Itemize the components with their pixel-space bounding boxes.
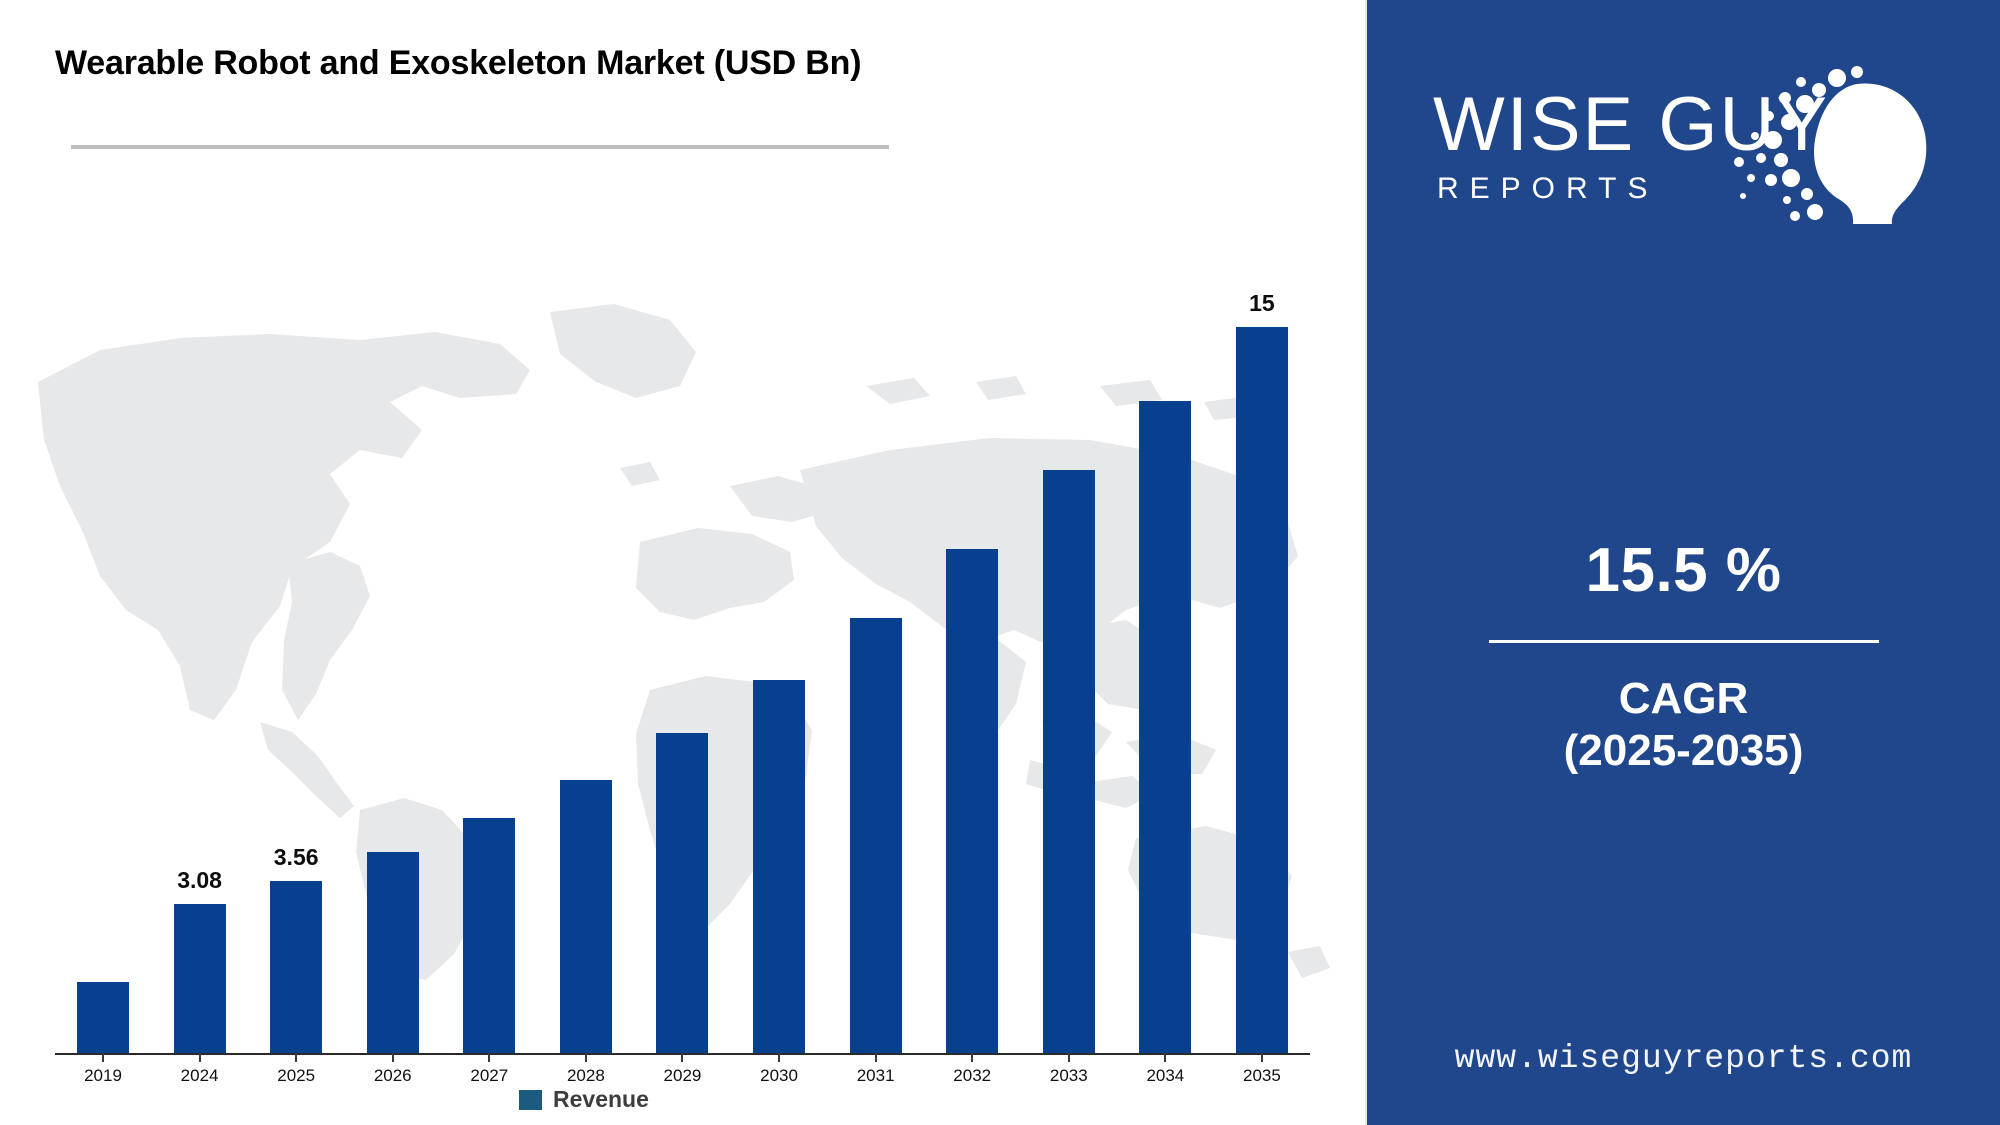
x-axis-tick (634, 1053, 730, 1063)
cagr-label-line2: (2025-2035) (1563, 725, 1804, 775)
x-axis-label: 2019 (84, 1066, 122, 1085)
brand-sidebar: WISE GUY REPORTS (1367, 0, 2000, 1125)
website-url[interactable]: www.wiseguyreports.com (1454, 1040, 1913, 1077)
bar-slot (828, 200, 924, 1053)
bar[interactable] (753, 680, 806, 1053)
x-axis-tick (538, 1053, 634, 1063)
bar-slot (1117, 200, 1213, 1053)
x-axis-ticks (55, 1053, 1310, 1063)
x-axis-tick (55, 1053, 151, 1063)
bar[interactable] (1235, 327, 1288, 1053)
bar[interactable] (366, 852, 419, 1053)
x-axis-tick (1214, 1053, 1310, 1063)
bar[interactable] (270, 881, 323, 1053)
x-axis-labels: 2019 2024 2025 2026 2027 2028 2029 2030 2031 2032… (55, 1066, 1310, 1086)
x-axis-label: 2025 (277, 1066, 316, 1085)
bar-slot (441, 200, 537, 1053)
bar-slot: 3.08 (152, 200, 248, 1053)
bar-slot (1021, 200, 1117, 1053)
bar-slot (731, 200, 827, 1053)
x-axis-label: 2027 (470, 1066, 509, 1085)
bar[interactable] (559, 780, 612, 1053)
chart-legend: Revenue (519, 1086, 649, 1113)
bar-slot: 3.56 (248, 200, 344, 1053)
bar-value-label: 3.56 (273, 844, 319, 870)
bar[interactable] (849, 618, 902, 1053)
bar[interactable] (1042, 470, 1095, 1053)
bar-slot (924, 200, 1020, 1053)
bar-slot: 15 (1214, 200, 1310, 1053)
title-divider (71, 145, 889, 149)
bar[interactable] (946, 549, 999, 1053)
bar-slot (55, 200, 151, 1053)
x-axis-tick (1117, 1053, 1213, 1063)
x-axis-tick (828, 1053, 924, 1063)
bar-slot (634, 200, 730, 1053)
x-axis-tick (1021, 1053, 1117, 1063)
x-axis-tick (731, 1053, 827, 1063)
x-axis-label: 2034 (1146, 1066, 1185, 1085)
x-axis-tick (152, 1053, 248, 1063)
svg-text:WISE GUY: WISE GUY (1433, 82, 1829, 167)
x-axis-tick (345, 1053, 441, 1063)
x-axis-tick (441, 1053, 537, 1063)
bar[interactable] (656, 733, 709, 1053)
bar[interactable] (1139, 401, 1192, 1053)
bar[interactable] (463, 818, 516, 1053)
x-axis-tick (924, 1053, 1020, 1063)
cagr-label-line1: CAGR (1618, 674, 1749, 723)
bar[interactable] (173, 904, 226, 1053)
cagr-value: 15.5 % (1585, 536, 1782, 605)
legend-label: Revenue (553, 1086, 649, 1112)
cagr-divider (1488, 640, 1879, 643)
x-axis-tick (248, 1053, 344, 1063)
x-axis-label: 2024 (180, 1066, 219, 1085)
cagr-label: CAGR (2025-2035) (1367, 673, 2000, 777)
svg-text:REPORTS: REPORTS (1437, 172, 1658, 205)
bar-value-label: 15 (1249, 290, 1275, 316)
bar-value-label: 3.08 (177, 867, 222, 893)
bar-series: 3.08 3.56 15 (55, 200, 1310, 1053)
square-swatch-icon (519, 1089, 542, 1110)
bar-slot (538, 200, 634, 1053)
bar-slot (345, 200, 441, 1053)
chart-panel: Wearable Robot and Exoskeleton Market (U… (38, 0, 1367, 1125)
cagr-block: 15.5 % CAGR (2025-2035) (1367, 540, 2000, 777)
x-axis-label: 2026 (373, 1066, 412, 1085)
x-axis-label: 2035 (1243, 1066, 1281, 1085)
x-axis-label: 2033 (1049, 1066, 1088, 1085)
x-axis-label: 2032 (953, 1066, 992, 1085)
dotted-head-profile-icon (1734, 66, 1927, 224)
page-title: Wearable Robot and Exoskeleton Market (U… (55, 44, 862, 82)
x-axis-label: 2030 (760, 1066, 798, 1085)
wiseguy-reports-logo[interactable]: WISE GUY REPORTS (1433, 66, 1943, 226)
x-axis-label: 2028 (566, 1066, 605, 1085)
x-axis-label: 2031 (856, 1066, 895, 1085)
plot-area: 3.08 3.56 15 (55, 200, 1310, 1053)
x-axis-label: 2029 (663, 1066, 702, 1085)
bar[interactable] (77, 982, 129, 1053)
